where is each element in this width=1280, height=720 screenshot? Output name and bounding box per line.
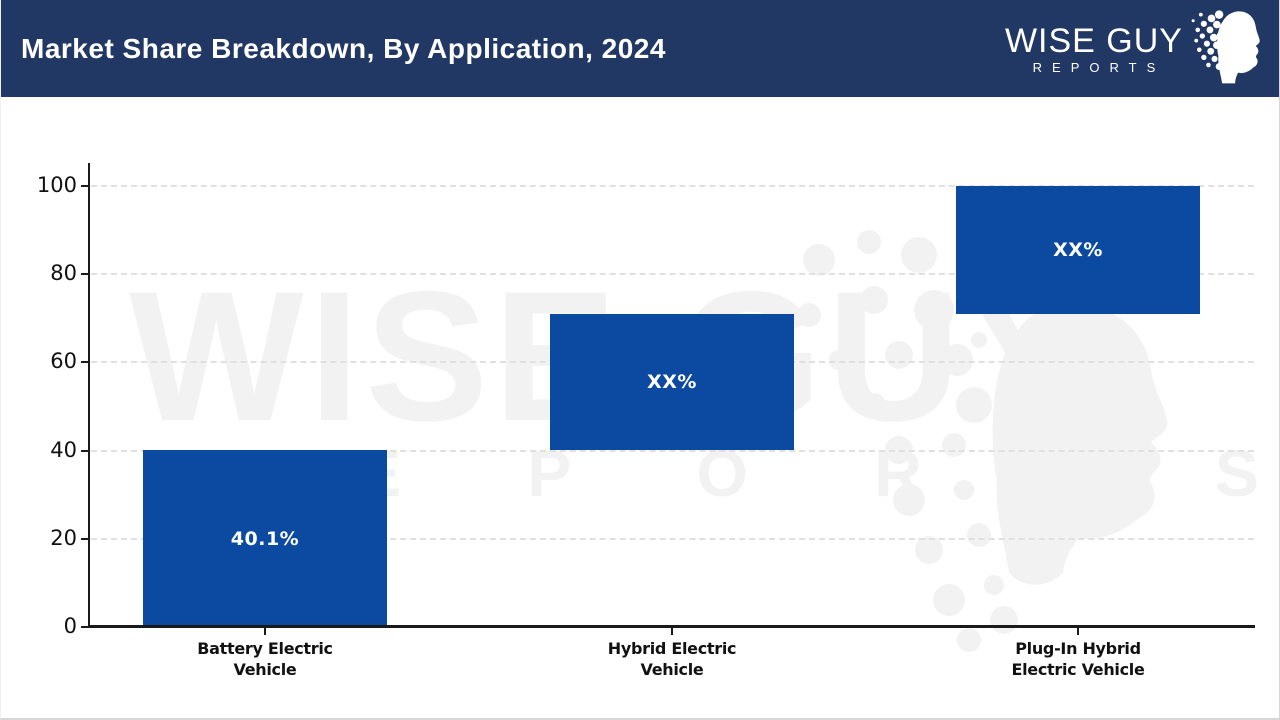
bar-value-label-1: 40.1% [230, 527, 300, 550]
x-axis-line [88, 625, 1255, 628]
y-tick-60 [81, 361, 88, 364]
header-bar: Market Share Breakdown, By Application, … [1, 0, 1279, 97]
y-tick-100 [81, 185, 88, 187]
page-title: Market Share Breakdown, By Application, … [21, 33, 666, 64]
y-tick-80 [81, 273, 88, 276]
y-tick-label-80: 80 [50, 261, 77, 286]
bar-segment-1: 40.1% [143, 450, 387, 627]
watermark-head-icon [797, 230, 1168, 652]
x-tick-2 [671, 628, 673, 635]
bar-value-label-2: XX% [647, 371, 697, 393]
bar-value-label-3: XX% [1053, 238, 1103, 261]
y-axis-line [88, 163, 90, 628]
bar-chart: WISE GUY R E P O R T S 0 20 40 60 80 100 40.1%… [1, 97, 1279, 718]
x-tick-3 [1077, 628, 1079, 635]
gridline-40 [91, 449, 1254, 452]
dotted-head-icon [1191, 10, 1260, 84]
logo-text: WISE GUY REPORTS [1005, 23, 1183, 75]
y-tick-label-0: 0 [63, 614, 77, 638]
y-tick-0 [81, 626, 88, 628]
bar-segment-3: XX% [956, 186, 1200, 314]
y-tick-label-20: 20 [50, 525, 77, 550]
x-axis-category-label-2: Hybrid Electric Vehicle [607, 639, 737, 679]
x-axis-category-label-3: Plug-In Hybrid Electric Vehicle [1011, 639, 1145, 679]
logo-wordmark: WISE GUY [1004, 22, 1183, 60]
logo-subtext: REPORTS [1032, 60, 1166, 75]
y-tick-label-60: 60 [50, 349, 77, 374]
y-tick-20 [81, 537, 88, 540]
x-tick-1 [264, 628, 266, 635]
gridline-80 [91, 273, 1254, 276]
bar-segment-2: XX% [550, 313, 794, 451]
y-tick-40 [81, 449, 88, 452]
wise-guy-reports-logo: WISE GUY REPORTS [1005, 6, 1267, 92]
y-tick-label-40: 40 [50, 437, 77, 462]
gridline-20 [91, 537, 1254, 540]
gridline-100 [91, 185, 1254, 187]
x-axis-category-label-1: Battery Electric Vehicle [197, 639, 333, 679]
y-tick-label-100: 100 [36, 173, 77, 197]
